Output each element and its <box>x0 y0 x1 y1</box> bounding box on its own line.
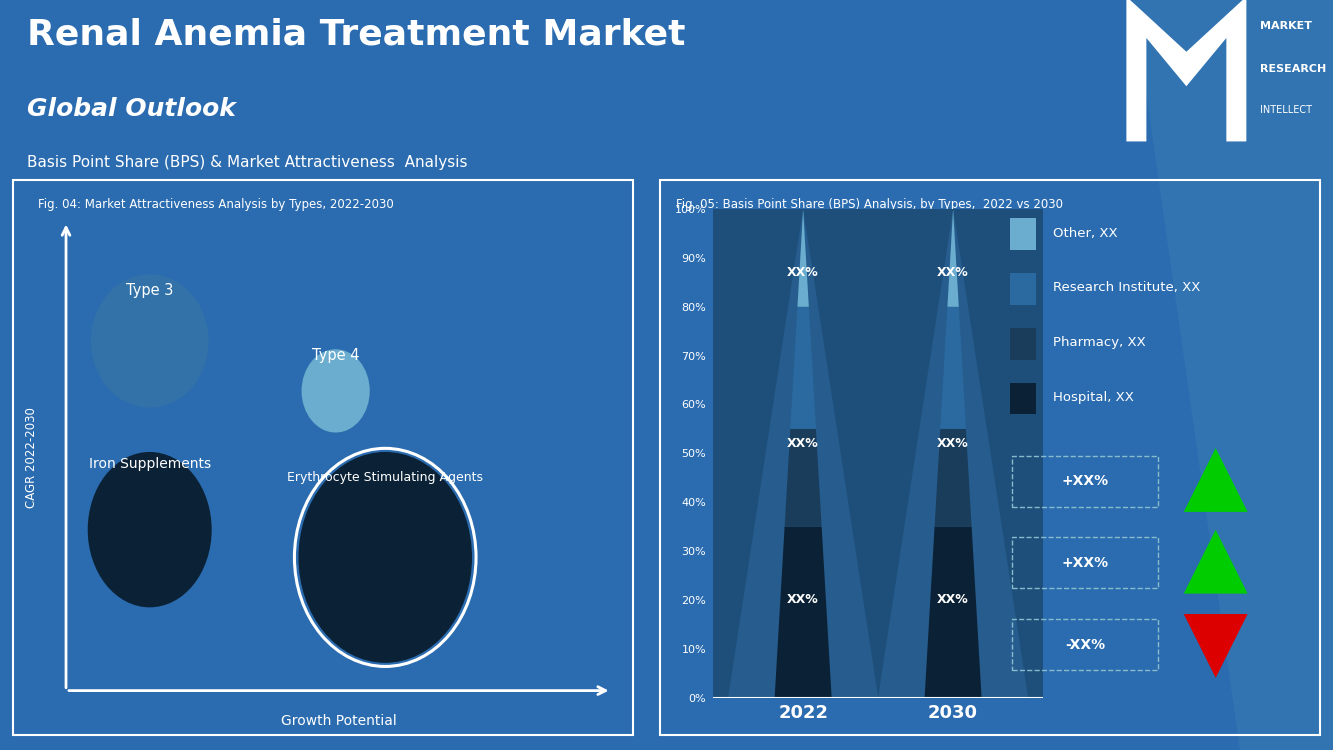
Polygon shape <box>934 429 972 526</box>
Polygon shape <box>785 429 821 526</box>
Text: Type 3: Type 3 <box>127 283 173 298</box>
Text: Other, XX: Other, XX <box>1053 226 1118 239</box>
Text: Renal Anemia Treatment Market: Renal Anemia Treatment Market <box>27 17 685 51</box>
Polygon shape <box>728 209 878 698</box>
Text: XX%: XX% <box>937 266 969 279</box>
Text: XX%: XX% <box>788 593 818 606</box>
Text: MARKET: MARKET <box>1260 21 1312 31</box>
Bar <box>1009 328 1036 359</box>
Ellipse shape <box>88 452 212 608</box>
Polygon shape <box>1133 0 1333 750</box>
Ellipse shape <box>299 452 472 663</box>
Text: Research Institute, XX: Research Institute, XX <box>1053 281 1201 295</box>
Text: Type 4: Type 4 <box>312 349 360 364</box>
Polygon shape <box>774 526 832 698</box>
Polygon shape <box>1184 614 1248 678</box>
Polygon shape <box>940 307 966 429</box>
Polygon shape <box>878 209 1028 698</box>
Bar <box>1009 382 1036 415</box>
Text: XX%: XX% <box>937 593 969 606</box>
Text: Iron Supplements: Iron Supplements <box>88 458 211 472</box>
Text: XX%: XX% <box>937 437 969 450</box>
Text: RESEARCH: RESEARCH <box>1260 64 1326 74</box>
Polygon shape <box>790 307 816 429</box>
Text: XX%: XX% <box>788 437 818 450</box>
Ellipse shape <box>301 350 369 433</box>
Text: -XX%: -XX% <box>1065 638 1105 652</box>
Polygon shape <box>1184 448 1248 512</box>
Polygon shape <box>1184 530 1248 593</box>
Bar <box>1009 273 1036 304</box>
Text: Basis Point Share (BPS) & Market Attractiveness  Analysis: Basis Point Share (BPS) & Market Attract… <box>27 155 467 170</box>
Bar <box>1009 218 1036 250</box>
Polygon shape <box>925 526 981 698</box>
Text: INTELLECT: INTELLECT <box>1260 106 1312 116</box>
Polygon shape <box>797 209 809 307</box>
Polygon shape <box>1126 0 1246 142</box>
Text: Hospital, XX: Hospital, XX <box>1053 391 1134 404</box>
Text: XX%: XX% <box>788 266 818 279</box>
Ellipse shape <box>91 274 208 407</box>
Text: Fig. 04: Market Attractiveness Analysis by Types, 2022-2030: Fig. 04: Market Attractiveness Analysis … <box>39 198 393 211</box>
Text: Growth Potential: Growth Potential <box>281 714 397 728</box>
Text: +XX%: +XX% <box>1061 474 1109 488</box>
Text: Erythrocyte Stimulating Agents: Erythrocyte Stimulating Agents <box>287 471 484 484</box>
Text: +XX%: +XX% <box>1061 556 1109 570</box>
Text: Pharmacy, XX: Pharmacy, XX <box>1053 336 1146 350</box>
Polygon shape <box>948 209 958 307</box>
Text: Fig. 05: Basis Point Share (BPS) Analysis, by Types,  2022 vs 2030: Fig. 05: Basis Point Share (BPS) Analysi… <box>676 198 1064 211</box>
Text: Global Outlook: Global Outlook <box>27 97 236 121</box>
Text: CAGR 2022-2030: CAGR 2022-2030 <box>25 407 39 508</box>
